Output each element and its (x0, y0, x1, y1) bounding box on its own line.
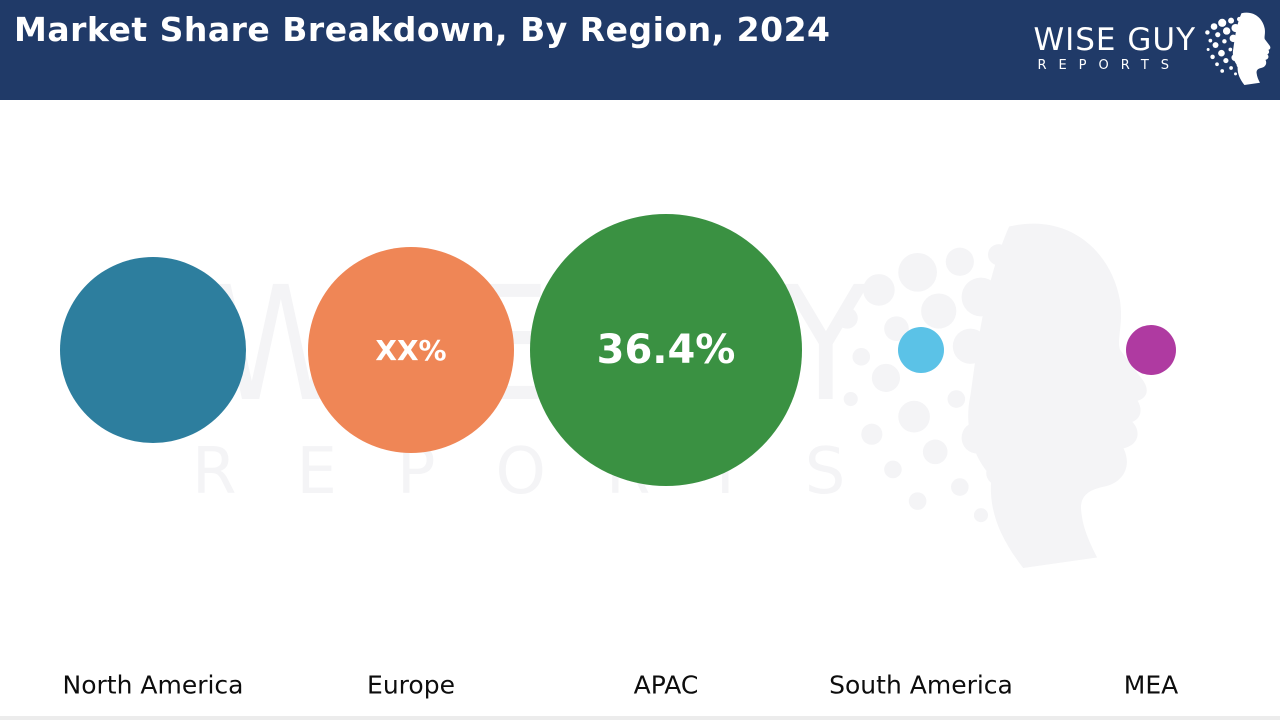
watermark-subtitle: REPORTS (192, 435, 906, 509)
bottom-border (0, 716, 1280, 720)
logo-wordmark: WISE GUY (1033, 22, 1196, 59)
bubble-mea (1126, 325, 1176, 375)
wise-guy-reports-logo: WISE GUY REPORTS (1033, 9, 1274, 87)
region-label-apac: APAC (633, 670, 699, 700)
bubble-north-america (60, 257, 246, 443)
watermark-head-icon (836, 223, 1147, 568)
logo-text: WISE GUY REPORTS (1033, 23, 1196, 72)
region-label-north-america: North America (62, 670, 244, 700)
page-title: Market Share Breakdown, By Region, 2024 (14, 10, 831, 49)
region-label-mea: MEA (1123, 670, 1179, 700)
bubble-south-america (898, 327, 944, 373)
bubble-europe: XX% (308, 247, 514, 453)
region-label-south-america: South America (829, 670, 1013, 700)
header-bar: Market Share Breakdown, By Region, 2024 … (0, 0, 1280, 100)
bubble-apac: 36.4% (530, 214, 802, 486)
logo-subtitle: REPORTS (1037, 57, 1182, 73)
region-label-europe: Europe (367, 670, 455, 700)
logo-head-icon (1205, 12, 1271, 85)
bubble-value-label: 36.4% (596, 327, 736, 373)
bubble-value-label: XX% (375, 333, 447, 367)
